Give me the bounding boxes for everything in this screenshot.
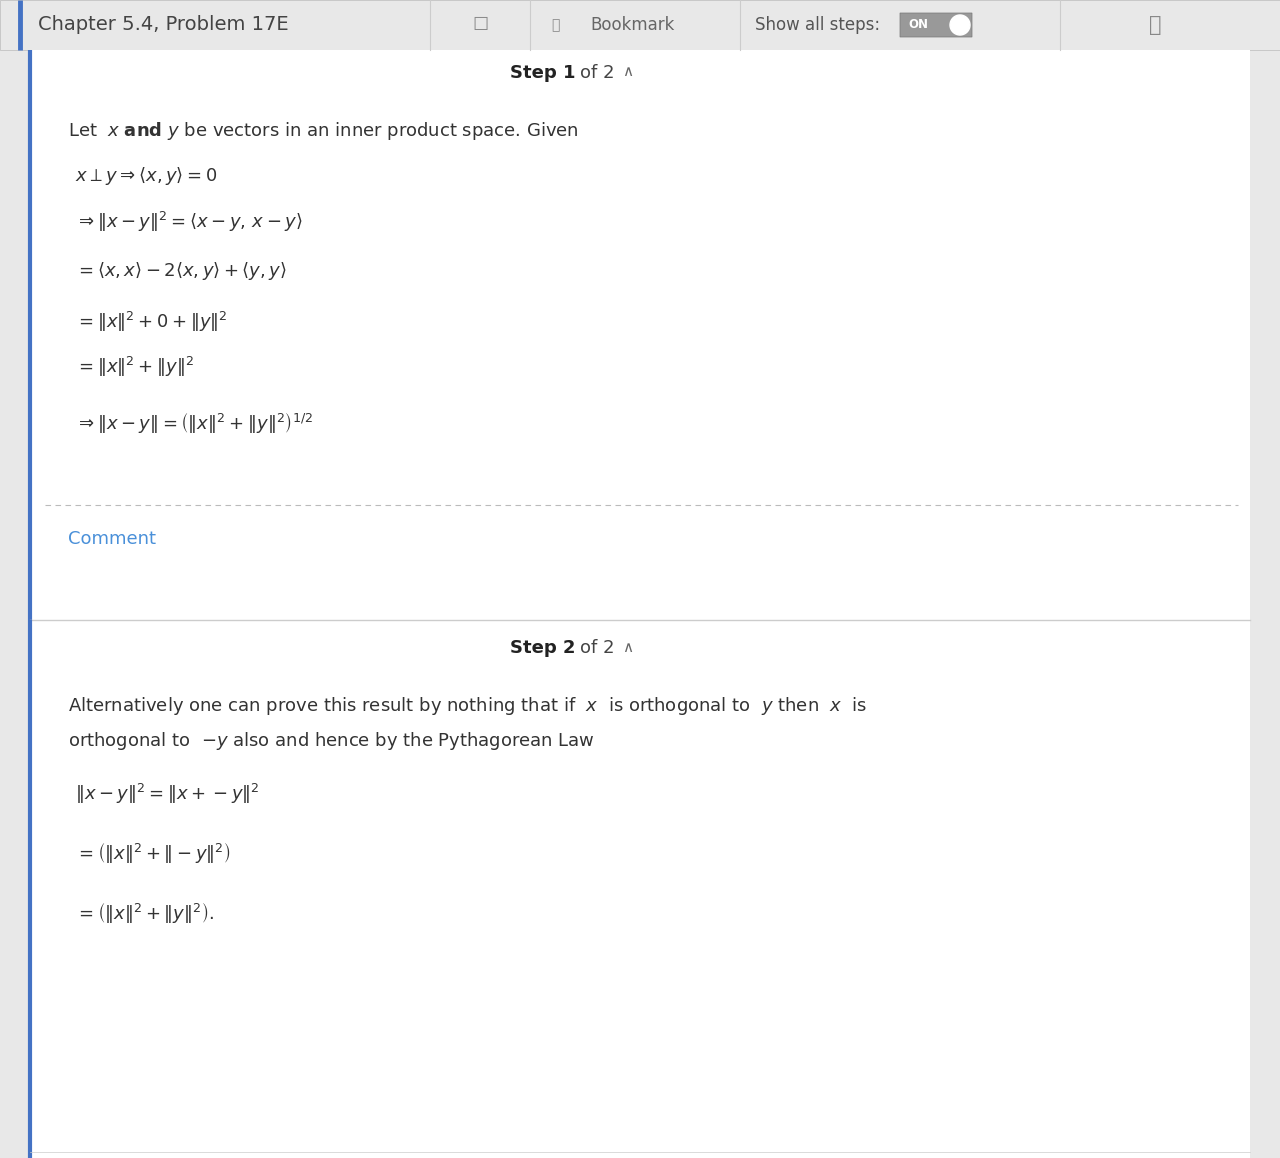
Text: Bookmark: Bookmark (590, 16, 675, 34)
Text: Comment: Comment (68, 530, 156, 548)
Text: Step 1: Step 1 (509, 64, 575, 82)
Circle shape (950, 15, 970, 35)
Text: Step 2: Step 2 (509, 639, 575, 657)
Text: $\Rightarrow \|x - y\|^2 = \langle x - y,\, x - y \rangle$: $\Rightarrow \|x - y\|^2 = \langle x - y… (76, 210, 302, 234)
Text: $= \langle x, x \rangle - 2\langle x, y \rangle + \langle y, y \rangle$: $= \langle x, x \rangle - 2\langle x, y … (76, 261, 287, 283)
FancyBboxPatch shape (29, 50, 1251, 620)
FancyBboxPatch shape (900, 13, 972, 37)
Text: ∧: ∧ (622, 65, 634, 80)
Text: $= \left(\|x\|^2 + \|-y\|^2\right)$: $= \left(\|x\|^2 + \|-y\|^2\right)$ (76, 840, 230, 865)
Text: 🔖: 🔖 (550, 19, 559, 32)
Text: Alternatively one can prove this result by nothing that if  $x$  is orthogonal t: Alternatively one can prove this result … (68, 695, 868, 717)
FancyBboxPatch shape (29, 620, 1251, 1158)
Text: $= \left(\|x\|^2 + \|y\|^2\right).$: $= \left(\|x\|^2 + \|y\|^2\right).$ (76, 900, 214, 925)
Text: of 2: of 2 (580, 64, 614, 82)
Text: of 2: of 2 (580, 639, 614, 657)
Text: orthogonal to  $-y$ also and hence by the Pythagorean Law: orthogonal to $-y$ also and hence by the… (68, 730, 595, 752)
Text: $= \|x\|^2 + \|y\|^2$: $= \|x\|^2 + \|y\|^2$ (76, 356, 195, 379)
Text: ON: ON (908, 19, 928, 31)
Text: Show all steps:: Show all steps: (755, 16, 881, 34)
Text: $x \perp y \Rightarrow \langle x, y \rangle = 0$: $x \perp y \Rightarrow \langle x, y \ran… (76, 164, 218, 186)
Text: Chapter 5.4, Problem 17E: Chapter 5.4, Problem 17E (38, 15, 288, 35)
Text: $\Rightarrow \|x - y\| = \left(\|x\|^2 + \|y\|^2\right)^{1/2}$: $\Rightarrow \|x - y\| = \left(\|x\|^2 +… (76, 410, 312, 435)
FancyBboxPatch shape (0, 0, 1280, 50)
Text: ⤢: ⤢ (1148, 15, 1161, 35)
Text: $\|x - y\|^2 = \|x + -y\|^2$: $\|x - y\|^2 = \|x + -y\|^2$ (76, 782, 260, 806)
Text: ∧: ∧ (622, 639, 634, 654)
Text: $= \|x\|^2 + 0 + \|y\|^2$: $= \|x\|^2 + 0 + \|y\|^2$ (76, 310, 228, 335)
Text: Let  $x$ $\mathbf{and}$ $y$ be vectors in an inner product space. Given: Let $x$ $\mathbf{and}$ $y$ be vectors in… (68, 120, 579, 142)
Text: ☐: ☐ (472, 16, 488, 34)
